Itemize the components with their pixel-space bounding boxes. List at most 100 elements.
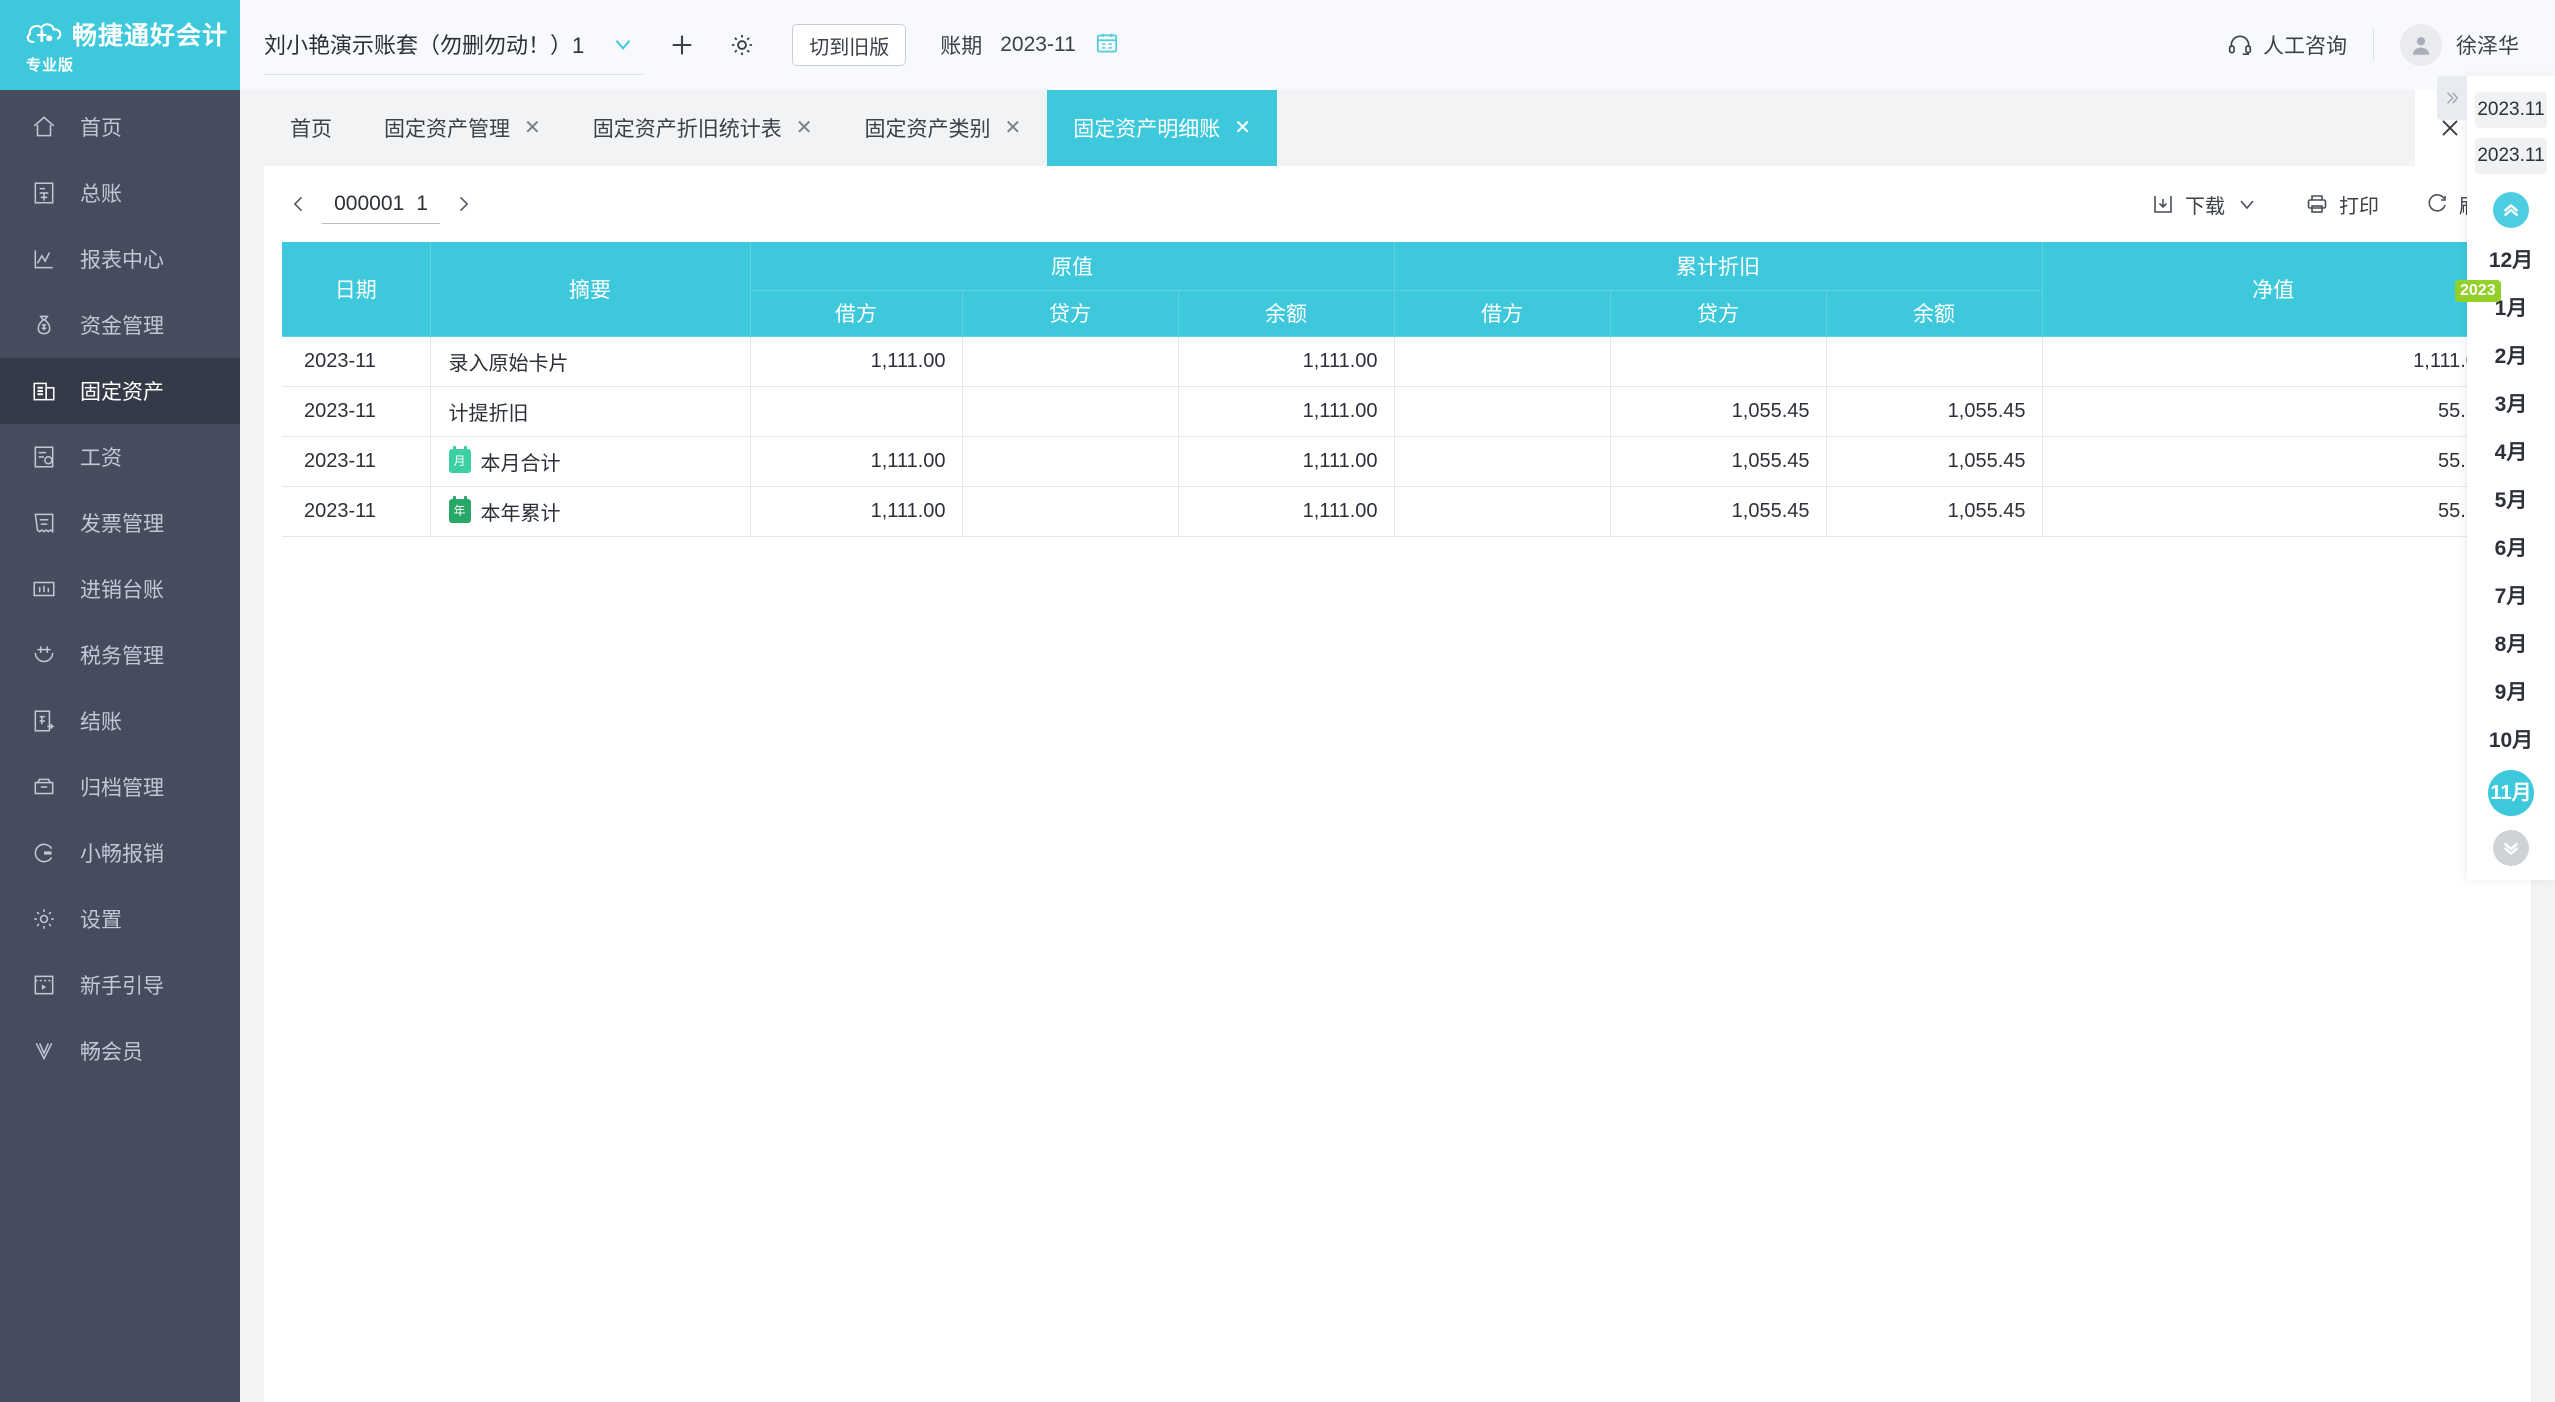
cell-date: 2023-11 [282,386,431,437]
avatar[interactable] [2400,24,2442,66]
sidebar-item-beginner-guide[interactable]: 新手引导 [0,952,240,1018]
table-row[interactable]: 2023-11 录入原始卡片 1,111.00 1,111.00 1,111.0… [282,336,2505,387]
col-header-date: 日期 [282,242,431,337]
month-item-7[interactable]: 7月 [2494,585,2528,608]
close-icon[interactable]: ✕ [795,117,813,139]
home-icon [30,113,58,141]
tab-label: 固定资产管理 [384,118,510,141]
tab-fixed-asset-category[interactable]: 固定资产类别 ✕ [839,90,1048,166]
sidebar-item-label: 首页 [80,117,122,140]
chevron-right-icon[interactable] [446,187,480,221]
cell-dep-balance: 1,055.45 [1826,486,2043,537]
scroll-down-button[interactable] [2493,830,2529,866]
tab-home[interactable]: 首页 [264,90,358,166]
month-item-2[interactable]: 2月 [2494,345,2528,368]
asset-code-value: 000001 [334,191,405,215]
chevron-down-icon [610,31,636,57]
main-area: 刘小艳演示账套（勿删勿动！）1 切到旧版 账期 2023-11 [240,0,2555,1402]
sidebar-item-general-ledger[interactable]: 总账 [0,160,240,226]
sidebar-item-home[interactable]: 首页 [0,94,240,160]
divider [2373,29,2374,61]
sidebar-item-label: 固定资产 [80,381,164,404]
username[interactable]: 徐泽华 [2456,35,2519,58]
period-to-field[interactable]: 2023.11 [2475,138,2547,174]
sidebar-item-invoice-management[interactable]: 发票管理 [0,490,240,556]
scroll-up-button[interactable] [2493,192,2529,228]
fixed-asset-detail-ledger-table: 日期 摘要 原值 累计折旧 净值 借方 贷方 余额 借方 贷方 余额 [282,242,2505,537]
collapse-period-panel-button[interactable] [2437,76,2467,120]
year-badge: 2023 [2455,280,2501,302]
sidebar-item-archive-management[interactable]: 归档管理 [0,754,240,820]
period-from-field[interactable]: 2023.11 [2475,92,2547,128]
sidebar-item-label: 进销台账 [80,579,164,602]
guide-play-icon [30,971,58,999]
cell-dep-credit: 1,055.45 [1610,436,1827,487]
summary-text: 录入原始卡片 [448,352,569,375]
sidebar-item-expense-claim[interactable]: 小畅报销 [0,820,240,886]
download-button[interactable]: 下载 [2151,190,2259,219]
chevron-double-right-icon [2446,92,2459,104]
cell-dep-balance [1826,336,2043,387]
cell-orig-balance: 1,111.00 [1178,336,1395,387]
asset-code-input[interactable]: 000001 1 [322,184,440,224]
month-item-4[interactable]: 4月 [2494,441,2528,464]
cell-net-value: 55.55 [2042,486,2505,537]
cell-dep-credit: 1,055.45 [1610,386,1827,437]
chevron-left-icon[interactable] [282,187,316,221]
tab-depreciation-statistics[interactable]: 固定资产折旧统计表 ✕ [567,90,839,166]
calendar-icon[interactable] [1094,30,1120,61]
tab-fixed-asset-detail-ledger[interactable]: 固定资产明细账 ✕ [1047,90,1278,166]
brand-name: 畅捷通好会计 [72,21,229,50]
vip-member-icon [30,1037,58,1065]
cell-orig-debit: 1,111.00 [750,436,963,487]
sidebar-item-vip-member[interactable]: 畅会员 [0,1018,240,1084]
sidebar-item-closing[interactable]: 结账 [0,688,240,754]
download-label: 下载 [2185,195,2225,218]
close-icon[interactable]: ✕ [1234,117,1252,139]
switch-to-old-version-button[interactable]: 切到旧版 [792,24,907,66]
table-row[interactable]: 2023-11 月 本月合计 1,111.00 1,111.00 [282,436,2505,487]
report-content: 000001 1 下载 打印 [264,166,2531,1402]
month-item-8[interactable]: 8月 [2494,633,2528,656]
sidebar-item-tax-management[interactable]: 税务管理 [0,622,240,688]
month-item-11-selected[interactable]: 11月 [2488,770,2534,816]
close-icon[interactable]: ✕ [1004,117,1022,139]
settings-button[interactable] [720,23,764,67]
sidebar-item-label: 设置 [80,909,122,932]
topbar-right-group: 人工咨询 徐泽华 [2227,24,2555,66]
table-row[interactable]: 2023-11 计提折旧 1,111.00 1,055.45 1,055.45 … [282,386,2505,437]
close-icon[interactable]: ✕ [524,117,541,139]
period-picker[interactable]: 账期 2023-11 [940,30,1120,61]
ledger-selector[interactable]: 刘小艳演示账套（勿删勿动！）1 [264,15,645,75]
col-header-orig-debit: 借方 [750,290,963,337]
sidebar-item-settings[interactable]: 设置 [0,886,240,952]
cell-orig-debit: 1,111.00 [750,336,963,387]
tab-label: 首页 [290,118,332,141]
year-total-badge-icon: 年 [448,496,471,523]
sidebar-item-fixed-assets[interactable]: 固定资产 [0,358,240,424]
cell-summary: 录入原始卡片 [430,336,751,387]
month-item-1[interactable]: 2023 1月 [2455,280,2541,328]
sidebar-item-payroll[interactable]: 工资 [0,424,240,490]
add-ledger-button[interactable] [660,23,704,67]
invoice-icon [30,509,58,537]
table-row[interactable]: 2023-11 年 本年累计 1,111.00 1,111.00 [282,486,2505,537]
cell-date: 2023-11 [282,336,431,387]
month-item-12[interactable]: 12月 [2488,249,2534,272]
month-item-3[interactable]: 3月 [2494,393,2528,416]
sidebar-item-report-center[interactable]: 报表中心 [0,226,240,292]
tab-fixed-asset-management[interactable]: 固定资产管理 ✕ [358,90,567,166]
report-toolbar: 000001 1 下载 打印 [264,166,2531,242]
ledger-table-wrap: 日期 摘要 原值 累计折旧 净值 借方 贷方 余额 借方 贷方 余额 [264,242,2531,537]
brand-logo: 畅捷通好会计 专业版 [0,0,240,90]
print-button[interactable]: 打印 [2305,190,2379,219]
sidebar-item-purchase-sales-ledger[interactable]: 进销台账 [0,556,240,622]
month-item-5[interactable]: 5月 [2494,489,2528,512]
chevron-down-icon [2240,200,2254,210]
month-item-10[interactable]: 10月 [2488,729,2534,752]
month-item-9[interactable]: 9月 [2494,681,2528,704]
sidebar-item-fund-management[interactable]: 资金管理 [0,292,240,358]
col-group-original-value: 原值 [750,242,1395,291]
human-consult-button[interactable]: 人工咨询 [2227,30,2347,60]
month-item-6[interactable]: 6月 [2494,537,2528,560]
